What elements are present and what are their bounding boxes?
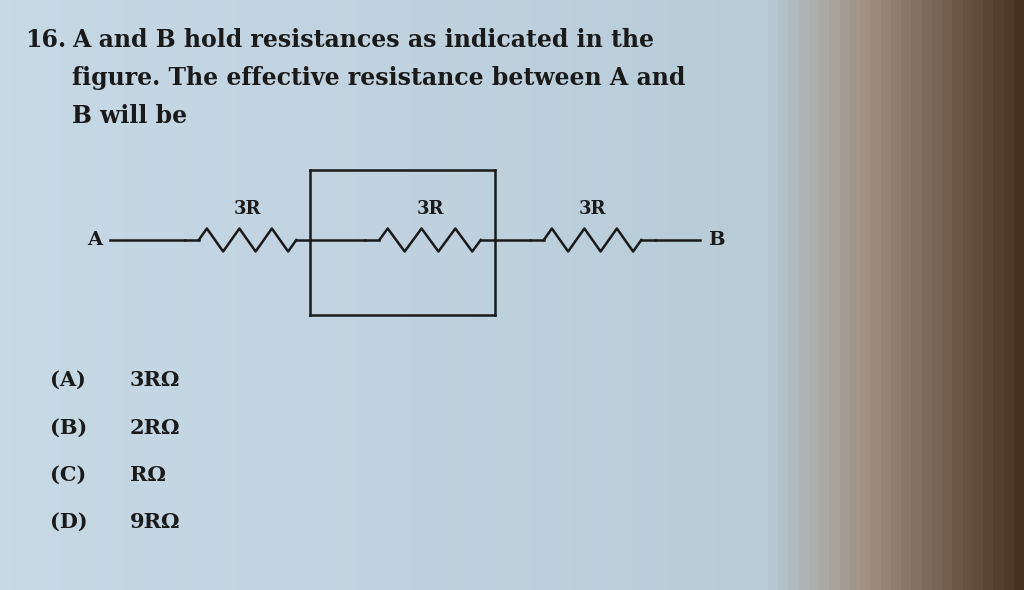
Text: figure. The effective resistance between A and: figure. The effective resistance between… (72, 66, 685, 90)
Text: A: A (87, 231, 102, 249)
Text: 2RΩ: 2RΩ (130, 418, 180, 438)
Text: B: B (708, 231, 725, 249)
Text: A and B hold resistances as indicated in the: A and B hold resistances as indicated in… (72, 28, 654, 52)
Text: (C): (C) (50, 465, 86, 485)
Text: RΩ: RΩ (130, 465, 166, 485)
Text: (A): (A) (50, 370, 86, 390)
Text: B will be: B will be (72, 104, 187, 128)
Text: (B): (B) (50, 418, 87, 438)
Text: 3RΩ: 3RΩ (130, 370, 180, 390)
Text: 3R: 3R (233, 200, 261, 218)
Text: 16.: 16. (25, 28, 67, 52)
Text: 9RΩ: 9RΩ (130, 512, 180, 532)
Text: 3R: 3R (416, 200, 443, 218)
Text: 3R: 3R (579, 200, 606, 218)
Text: (D): (D) (50, 512, 88, 532)
